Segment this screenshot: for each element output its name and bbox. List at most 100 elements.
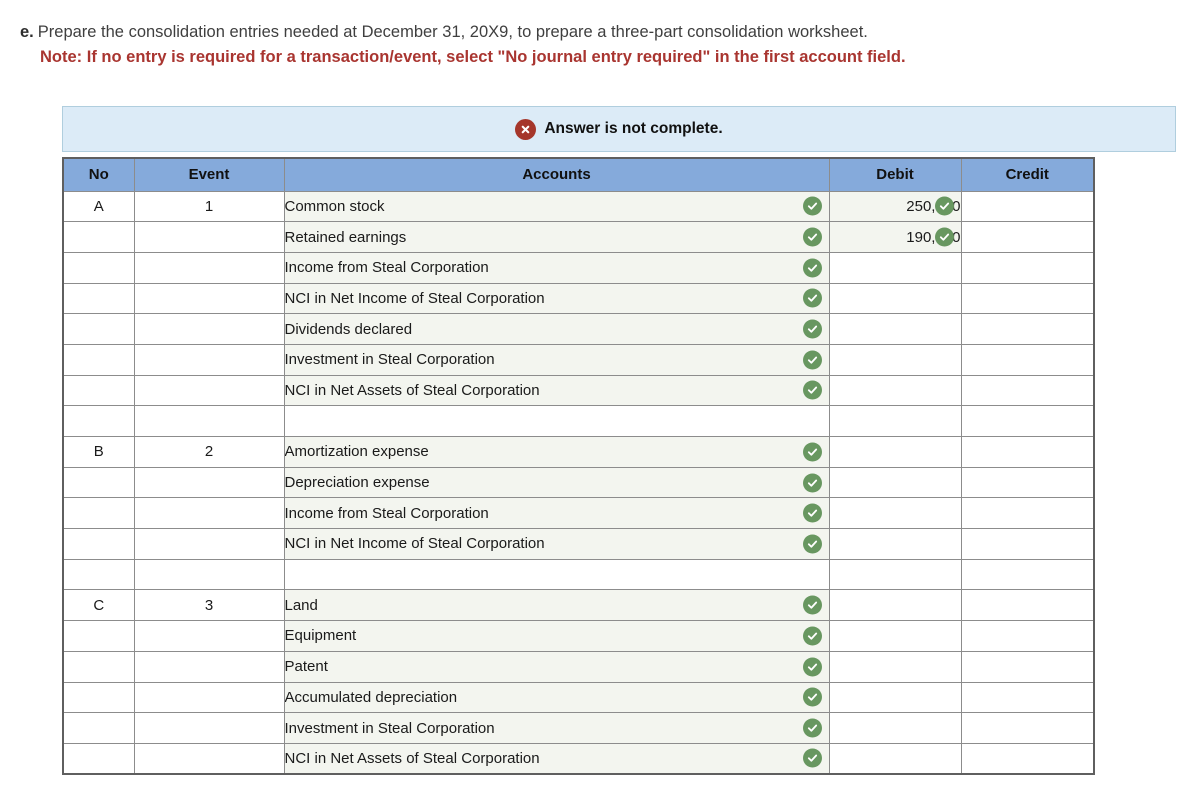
debit-field[interactable] [828, 650, 962, 683]
debit-field[interactable] [828, 528, 962, 560]
journal-row: Income from Steal Corporation [62, 251, 1095, 284]
credit-field[interactable] [960, 221, 1095, 253]
account-label: NCI in Net Income of Steal Corporation [284, 289, 545, 307]
journal-row: Retained earnings 190,000 [62, 221, 1095, 253]
credit-field[interactable] [960, 374, 1095, 407]
debit-field[interactable] [828, 681, 962, 714]
journal-row: Patent [62, 650, 1095, 683]
journal-row: Investment in Steal Corporation [62, 712, 1095, 744]
event-cell [133, 650, 285, 683]
credit-field[interactable] [960, 497, 1095, 530]
account-field[interactable]: Investment in Steal Corporation [283, 712, 830, 744]
account-field[interactable]: Land [283, 589, 830, 622]
correct-check-icon [802, 319, 822, 339]
correct-check-icon [802, 687, 822, 707]
account-field[interactable] [283, 558, 830, 591]
account-field[interactable]: Common stock [283, 190, 830, 223]
correct-check-icon [802, 227, 822, 247]
credit-field[interactable] [960, 650, 1095, 683]
account-label: NCI in Net Income of Steal Corporation [284, 535, 545, 553]
step-label: e. [20, 23, 34, 41]
instruction-line: e. Prepare the consolidation entries need… [20, 20, 1180, 45]
account-label: Common stock [284, 197, 385, 215]
account-field[interactable]: NCI in Net Assets of Steal Corporation [283, 742, 830, 775]
account-field[interactable]: NCI in Net Income of Steal Corporation [283, 528, 830, 560]
entry-no-cell: C [62, 589, 135, 622]
event-cell: 1 [133, 190, 285, 223]
account-field[interactable]: Amortization expense [283, 436, 830, 468]
debit-field[interactable] [828, 343, 962, 376]
journal-row: Investment in Steal Corporation [62, 343, 1095, 376]
debit-field[interactable] [828, 282, 962, 315]
event-cell: 2 [133, 436, 285, 468]
answer-status-banner: Answer is not complete. [62, 106, 1176, 152]
journal-row: Equipment [62, 620, 1095, 652]
journal-entries-table: No Event Accounts Debit Credit A 1 Commo… [62, 157, 1095, 776]
event-cell [133, 681, 285, 714]
event-cell [133, 282, 285, 315]
correct-check-icon [802, 258, 822, 278]
credit-field[interactable] [960, 466, 1095, 499]
correct-check-icon [802, 534, 822, 554]
debit-field[interactable] [828, 558, 962, 591]
event-cell [133, 558, 285, 591]
credit-field[interactable] [960, 558, 1095, 591]
debit-field[interactable] [828, 251, 962, 284]
entry-no-cell [62, 712, 135, 744]
account-field[interactable]: Patent [283, 650, 830, 683]
debit-field[interactable] [828, 405, 962, 437]
journal-row: NCI in Net Income of Steal Corporation [62, 528, 1095, 560]
instructions-block: e. Prepare the consolidation entries need… [20, 20, 1180, 70]
credit-field[interactable] [960, 620, 1095, 652]
credit-field[interactable] [960, 681, 1095, 714]
event-cell [133, 221, 285, 253]
account-field[interactable]: Retained earnings [283, 221, 830, 253]
debit-field[interactable] [828, 466, 962, 499]
debit-field[interactable]: 190,000 [828, 221, 962, 253]
debit-field[interactable] [828, 313, 962, 345]
credit-field[interactable] [960, 742, 1095, 775]
entry-no-cell [62, 650, 135, 683]
col-header-no: No [62, 157, 135, 192]
account-field[interactable]: NCI in Net Assets of Steal Corporation [283, 374, 830, 407]
account-label: Patent [284, 658, 328, 676]
account-field[interactable]: Accumulated depreciation [283, 681, 830, 714]
entry-no-cell [62, 558, 135, 591]
debit-field[interactable] [828, 589, 962, 622]
credit-field[interactable] [960, 313, 1095, 345]
debit-field[interactable] [828, 742, 962, 775]
debit-field[interactable] [828, 620, 962, 652]
account-field[interactable] [283, 405, 830, 437]
debit-field[interactable]: 250,000 [828, 190, 962, 223]
credit-field[interactable] [960, 405, 1095, 437]
account-field[interactable]: Investment in Steal Corporation [283, 343, 830, 376]
account-field[interactable]: Income from Steal Corporation [283, 497, 830, 530]
account-field[interactable]: Equipment [283, 620, 830, 652]
debit-field[interactable] [828, 497, 962, 530]
credit-field[interactable] [960, 343, 1095, 376]
credit-field[interactable] [960, 712, 1095, 744]
account-field[interactable]: Dividends declared [283, 313, 830, 345]
entry-no-cell [62, 221, 135, 253]
credit-field[interactable] [960, 528, 1095, 560]
entry-no-cell [62, 466, 135, 499]
credit-field[interactable] [960, 436, 1095, 468]
account-field[interactable]: NCI in Net Income of Steal Corporation [283, 282, 830, 315]
debit-field[interactable] [828, 436, 962, 468]
correct-check-icon [802, 626, 822, 646]
account-field[interactable]: Depreciation expense [283, 466, 830, 499]
journal-row: C 3 Land [62, 589, 1095, 622]
event-cell [133, 251, 285, 284]
event-cell [133, 742, 285, 775]
credit-field[interactable] [960, 282, 1095, 315]
entry-no-cell: B [62, 436, 135, 468]
debit-field[interactable] [828, 374, 962, 407]
instruction-text: Prepare the consolidation entries needed… [37, 23, 868, 41]
credit-field[interactable] [960, 190, 1095, 223]
entry-no-cell [62, 742, 135, 775]
credit-field[interactable] [960, 589, 1095, 622]
debit-field[interactable] [828, 712, 962, 744]
credit-field[interactable] [960, 251, 1095, 284]
account-field[interactable]: Income from Steal Corporation [283, 251, 830, 284]
journal-row: Depreciation expense [62, 466, 1095, 499]
